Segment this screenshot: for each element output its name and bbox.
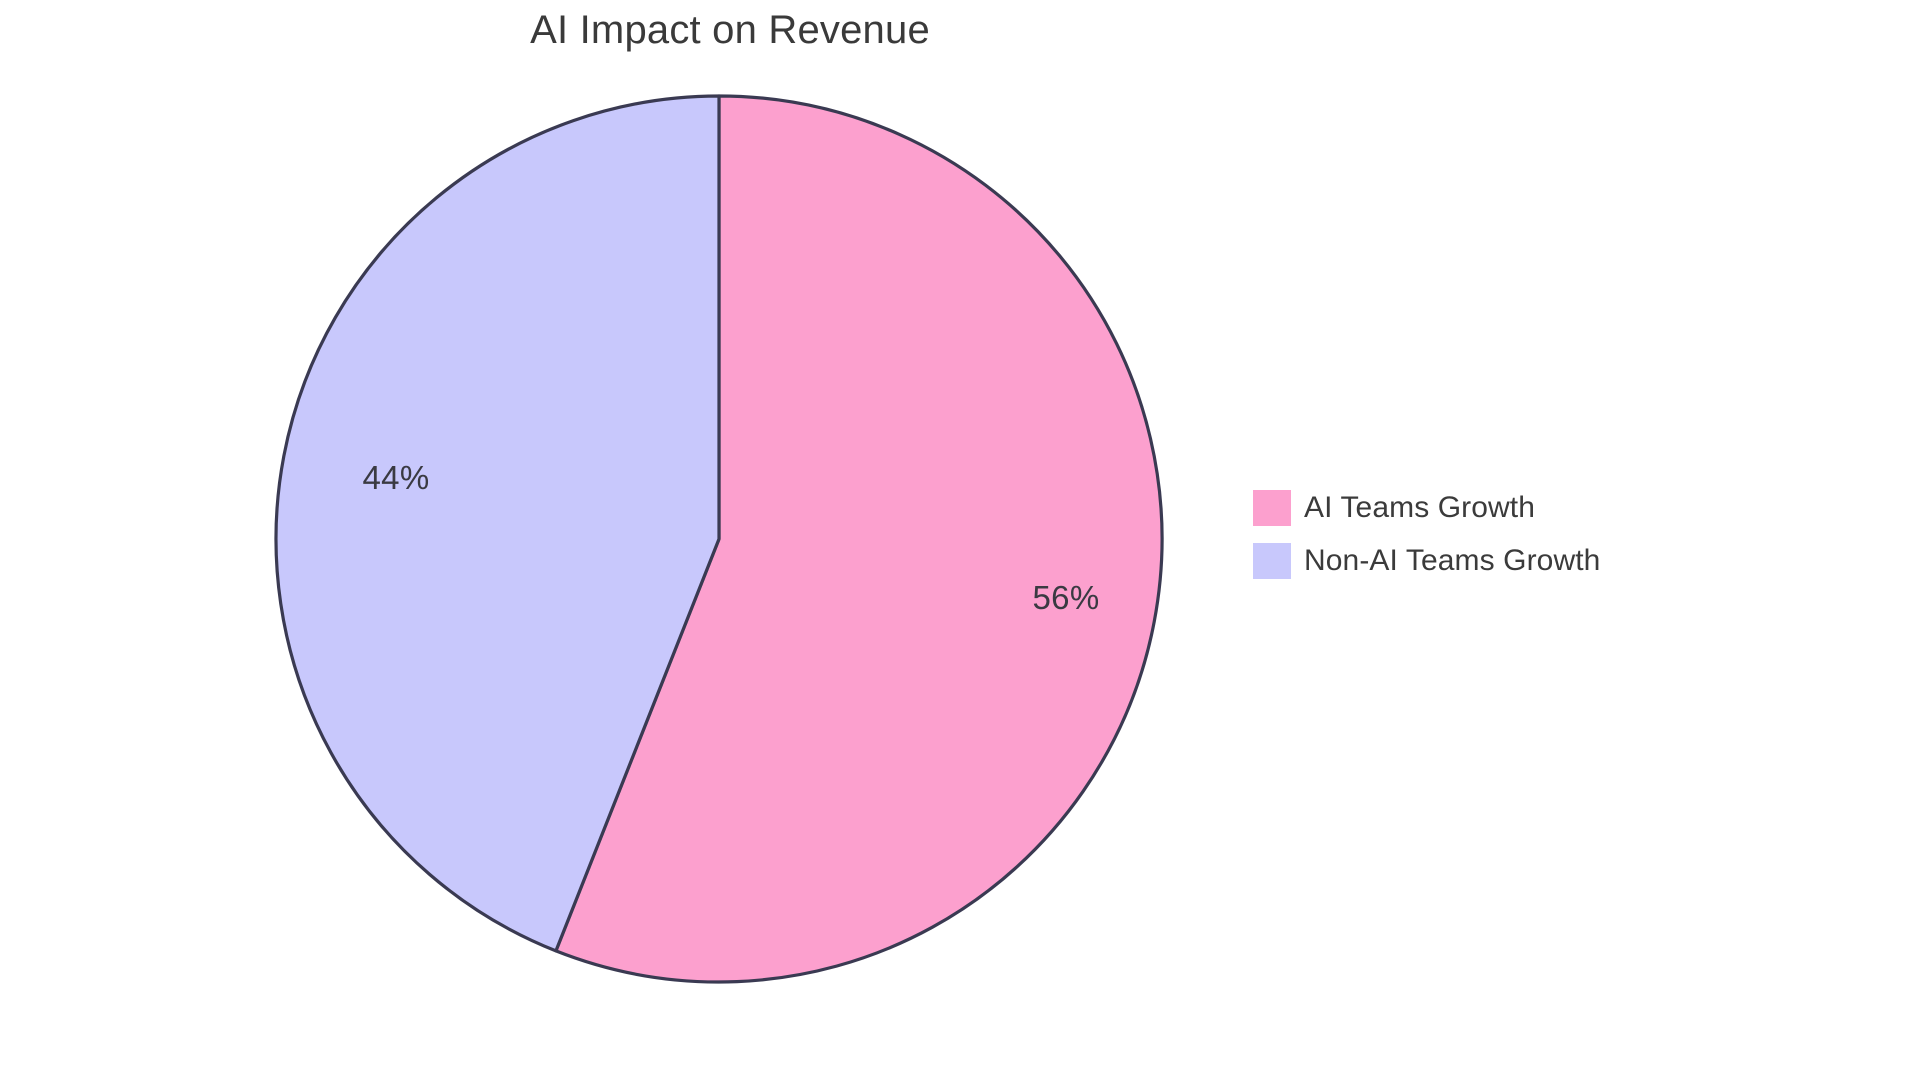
legend-item-ai-teams-growth[interactable]: AI Teams Growth xyxy=(1253,490,1600,526)
pie-slice-ai-teams-growth[interactable] xyxy=(554,94,1164,984)
pie-slice-group xyxy=(274,94,1164,984)
chart-title: AI Impact on Revenue xyxy=(530,8,930,52)
legend-label-non-ai-teams-growth: Non-AI Teams Growth xyxy=(1304,544,1601,577)
legend-label-ai-teams-growth: AI Teams Growth xyxy=(1304,491,1536,524)
legend-swatch-icon-non-ai-teams-growth xyxy=(1253,543,1291,579)
slice-label-non-ai-teams-growth: 44% xyxy=(362,459,430,496)
pie-slice-non-ai-teams-growth[interactable] xyxy=(274,94,721,953)
slice-label-ai-teams-growth: 56% xyxy=(1032,579,1100,616)
legend-swatch-icon-ai-teams-growth xyxy=(1253,490,1291,526)
chart-legend: AI Teams Growth Non-AI Teams Growth xyxy=(1253,490,1600,579)
legend-item-non-ai-teams-growth[interactable]: Non-AI Teams Growth xyxy=(1253,543,1600,579)
